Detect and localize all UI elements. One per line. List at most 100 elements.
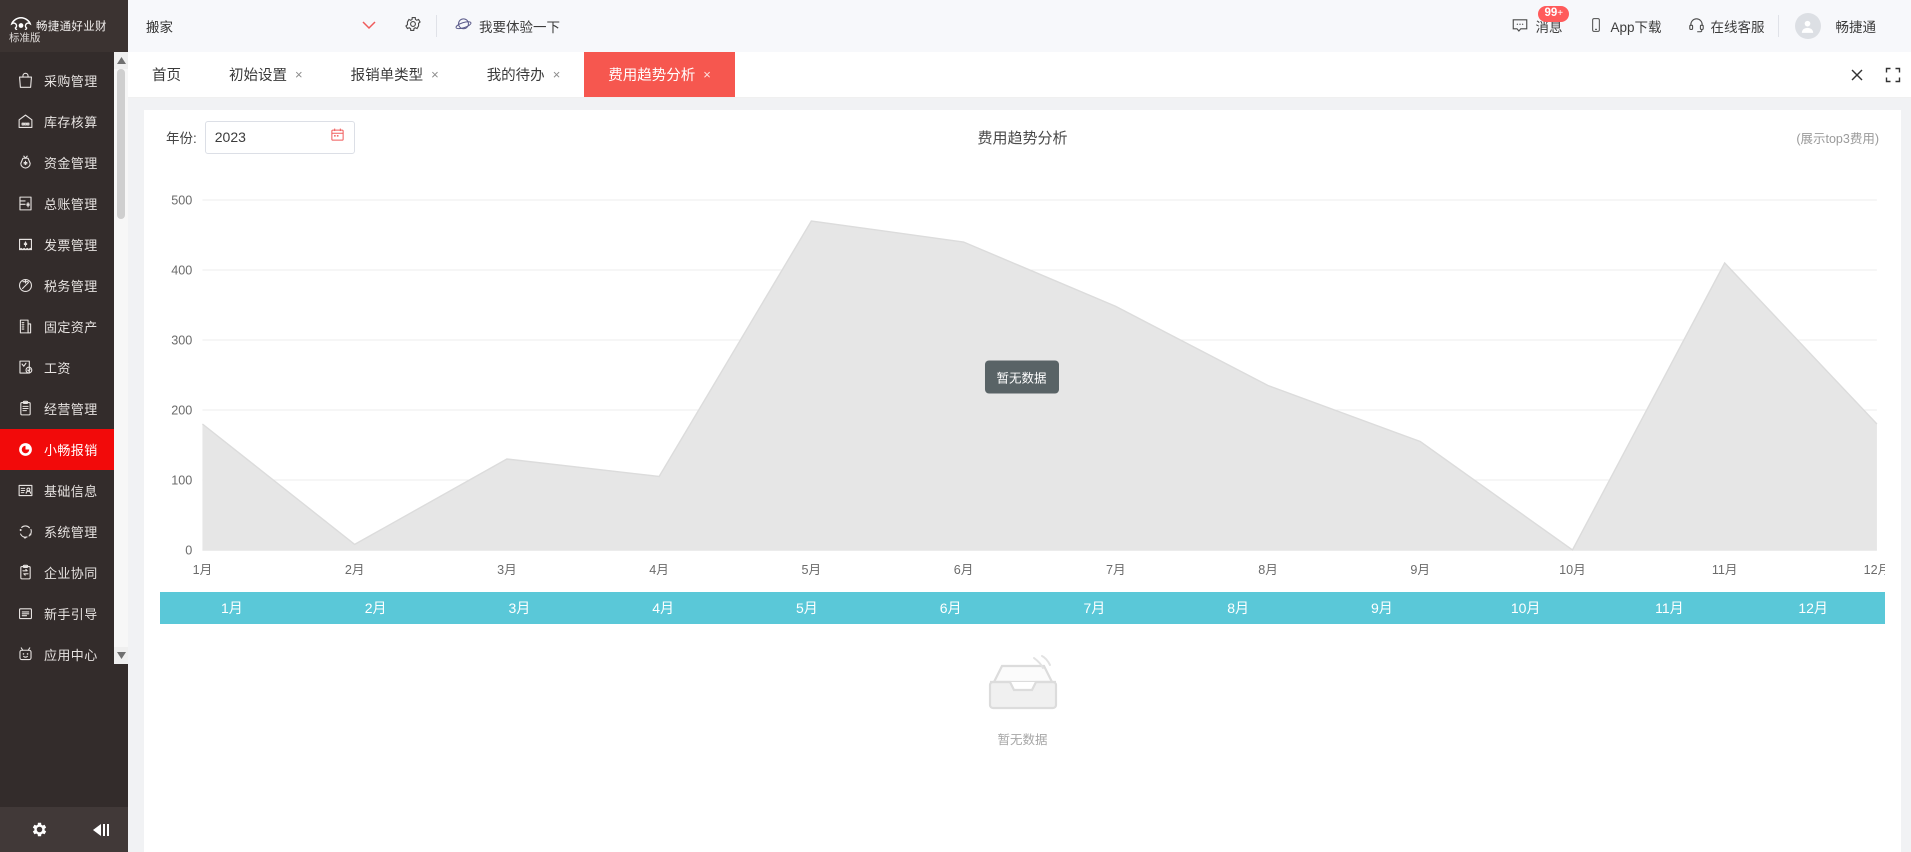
svg-text:2月: 2月 [345,563,365,577]
sidebar-item-3[interactable]: 资金管理 [0,142,128,183]
tab-label: 首页 [152,68,181,84]
tab-label: 初始设置 [229,68,287,84]
month-cell-9[interactable]: 9月 [1370,600,1393,616]
clipboard-icon [17,400,34,417]
svg-text:300: 300 [171,334,192,348]
scrollbar-track[interactable] [114,69,128,647]
calendar-icon[interactable] [330,127,345,147]
phone-icon [1588,17,1604,36]
sidebar-item-label: 应用中心 [44,648,98,663]
sidebar-item-12[interactable]: 系统管理 [0,511,128,552]
sidebar-item-2[interactable]: 库存核算 [0,101,128,142]
tab-1[interactable]: 首页 [128,52,205,97]
badge-plus: + [1557,8,1564,19]
year-input[interactable] [214,129,330,145]
sidebar-item-8[interactable]: 工资 [0,347,128,388]
org-selector[interactable]: 搬家 [128,0,390,52]
sidebar-scrollbar[interactable] [114,52,128,664]
month-cell-5[interactable]: 5月 [795,600,818,616]
svg-text:4月: 4月 [649,563,669,577]
scroll-up-button[interactable] [114,52,128,69]
empty-state-text: 暂无数据 [997,733,1048,747]
shopping-bag-icon [17,72,34,89]
contact-card-icon [17,482,34,499]
svg-text:3月: 3月 [497,563,517,577]
sidebar-item-9[interactable]: 经营管理 [0,388,128,429]
brand-name: 畅捷通好业财 [36,21,107,33]
svg-text:11月: 11月 [1712,563,1738,577]
app-download-button[interactable]: App下载 [1575,0,1674,52]
sidebar-footer [0,807,128,852]
sidebar-item-10[interactable]: 小畅报销 [0,429,128,470]
sidebar-item-15[interactable]: 应用中心 [0,634,128,675]
month-cell-6[interactable]: 6月 [939,600,962,616]
sidebar-item-label: 资金管理 [44,156,98,171]
tab-4[interactable]: 我的待办 × [463,52,585,97]
sidebar-item-6[interactable]: 税务管理 [0,265,128,306]
month-cell-4[interactable]: 4月 [652,600,675,616]
fullscreen-button[interactable] [1875,52,1911,97]
user-name: 畅捷通 [1835,20,1877,35]
expense-trend-chart[interactable]: 0 100 200 300 400 500 1月 2月 3月 4月 5月 6月 7月 8月 9月 10月 11月… [158,164,1885,592]
scroll-down-button[interactable] [114,647,128,664]
tab-close-icon[interactable]: × [431,67,439,82]
user-menu[interactable]: 畅捷通 [1779,0,1890,52]
brand-header: 畅捷通好业财 标准版 [0,0,128,52]
svg-text:12月: 12月 [1864,563,1885,577]
settings-gear-button[interactable] [390,15,436,38]
tab-3[interactable]: 报销单类型 × [327,52,463,97]
chart-note: (展示top3费用) [1796,131,1879,146]
svg-text:10月: 10月 [1559,563,1586,577]
collapse-icon[interactable] [92,823,112,837]
sidebar-item-label: 经营管理 [44,402,98,417]
year-picker[interactable] [204,120,355,154]
close-all-tabs-button[interactable] [1839,52,1875,97]
headset-icon [1688,16,1705,36]
month-selector-bar[interactable]: 1月 2月 3月 4月 5月 6月 7月 8月 9月 10月 11月 12月 [160,592,1885,624]
sidebar-item-1[interactable]: 采购管理 [0,60,128,101]
tab-close-icon[interactable]: × [703,67,711,82]
tab-label: 报销单类型 [350,68,424,84]
tab-bar: 首页 初始设置 × 报销单类型 × 我的待办 × 费用趋势分析 × [128,52,1911,98]
gear-icon [404,15,422,38]
month-cell-8[interactable]: 8月 [1227,600,1250,616]
month-cell-3[interactable]: 3月 [508,600,531,616]
sidebar-menu: 采购管理 库存核算资金管理总账管理 发票管理 税务管理 固定资产 工资经营管理小畅报销 基础… [0,52,128,807]
tab-close-icon[interactable]: × [552,67,561,82]
tab-close-icon[interactable]: × [295,67,303,82]
chevron-down-icon[interactable] [362,19,376,33]
analysis-card: 年份: [144,110,1901,852]
tab-5[interactable]: 费用趋势分析 × [584,52,735,97]
sidebar-item-7[interactable]: 固定资产 [0,306,128,347]
tab-2[interactable]: 初始设置 × [205,52,327,97]
tab-list: 首页 初始设置 × 报销单类型 × 我的待办 × 费用趋势分析 × [128,52,735,97]
month-cell-11[interactable]: 11月 [1655,600,1684,616]
top-bar: 搬家 [128,0,1911,52]
sidebar-item-14[interactable]: 新手引导 [0,593,128,634]
sidebar-item-11[interactable]: 基础信息 [0,470,128,511]
scrollbar-thumb[interactable] [117,69,125,219]
month-cell-2[interactable]: 2月 [364,600,387,616]
message-icon [1511,16,1529,37]
experience-link[interactable]: 我要体验一下 [437,16,578,36]
tab-label: 我的待办 [486,68,545,84]
main-area: 搬家 [128,0,1911,852]
messages-button[interactable]: 消息 99+ [1498,0,1575,52]
top-bar-right: 消息 99+ App下载 [1498,0,1911,52]
month-cell-12[interactable]: 12月 [1798,600,1828,616]
month-cell-10[interactable]: 10月 [1510,600,1541,616]
sidebar-item-5[interactable]: 发票管理 [0,224,128,265]
gear-icon[interactable] [30,820,49,839]
experience-label: 我要体验一下 [479,20,560,35]
sidebar-item-13[interactable]: 企业协同 [0,552,128,593]
sidebar-item-4[interactable]: 总账管理 [0,183,128,224]
divider [1777,15,1779,37]
svg-text:400: 400 [171,264,192,278]
month-cell-1[interactable]: 1月 [220,600,243,616]
reimbursement-icon [17,441,34,458]
online-service-button[interactable]: 在线客服 [1675,0,1778,52]
svg-text:7月: 7月 [1106,563,1126,577]
month-cell-7[interactable]: 7月 [1083,600,1106,616]
app-download-label: App下载 [1610,20,1662,35]
